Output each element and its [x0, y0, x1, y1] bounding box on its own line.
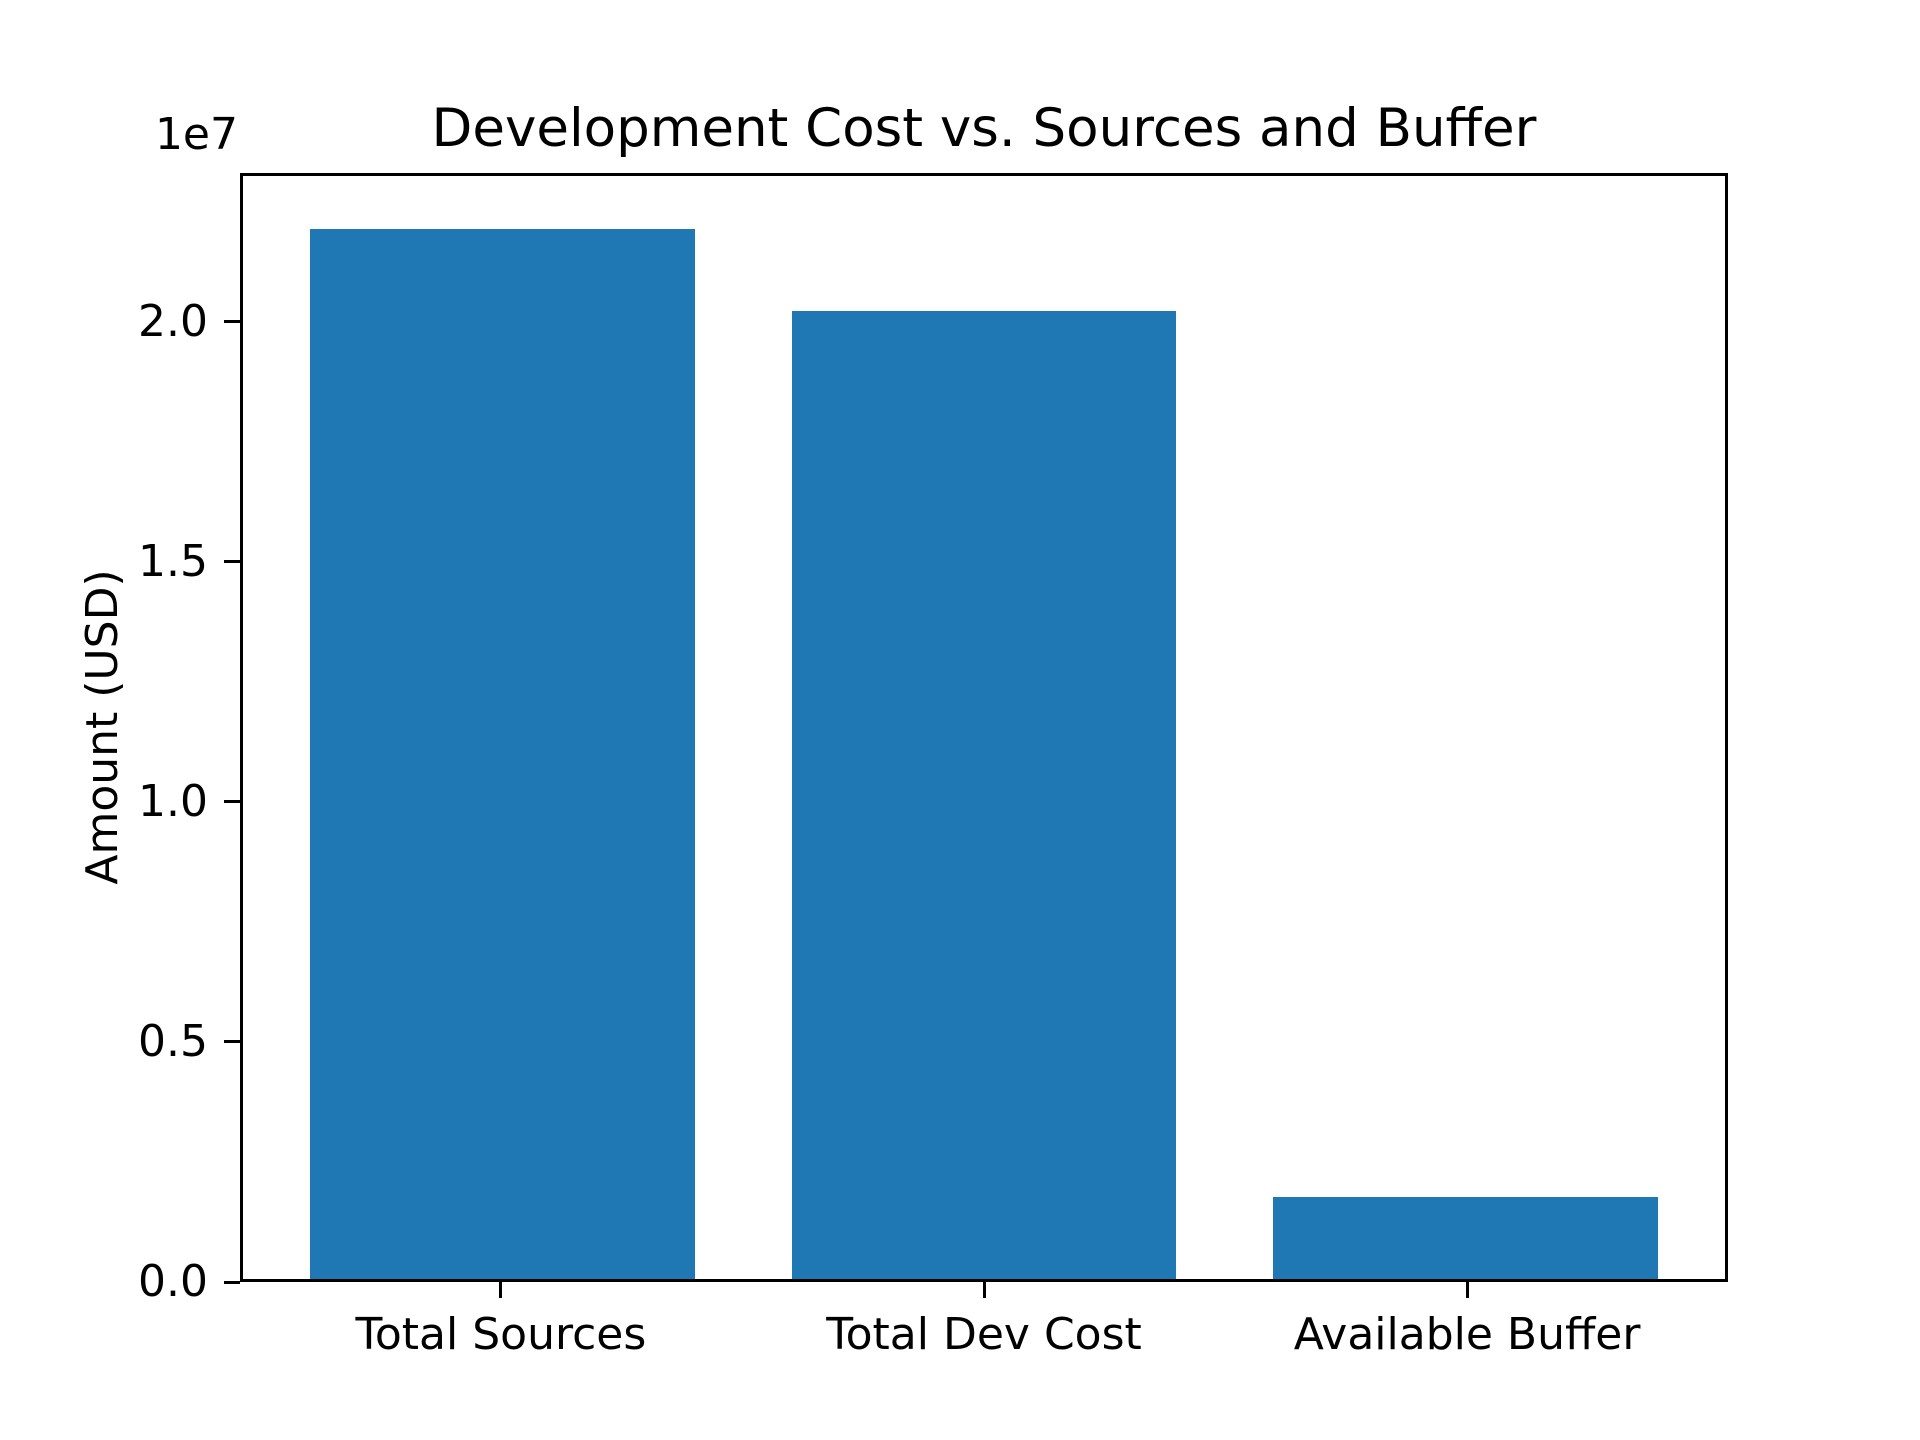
chart-title: Development Cost vs. Sources and Buffer [431, 98, 1537, 159]
y-axis-label: Amount (USD) [77, 569, 128, 885]
x-tick-label-total-dev-cost: Total Dev Cost [826, 1309, 1142, 1360]
x-tick-label-available-buffer: Available Buffer [1293, 1309, 1641, 1360]
plot-area [240, 173, 1728, 1282]
y-tick-label: 0.5 [138, 1015, 208, 1067]
y-axis-offset-label: 1e7 [154, 109, 238, 160]
x-tick-mark [1465, 1282, 1469, 1298]
bar-total-sources [310, 228, 696, 1279]
y-tick-label: 0.0 [138, 1256, 208, 1307]
y-tick-mark [224, 800, 240, 804]
y-tick-label: 1.5 [138, 535, 208, 587]
x-tick-label-total-sources: Total Sources [355, 1309, 647, 1360]
x-tick-mark [982, 1282, 986, 1298]
y-tick-label: 2.0 [138, 295, 208, 347]
y-tick-mark [224, 1040, 240, 1044]
y-tick-label: 1.0 [138, 775, 208, 827]
y-tick-mark [224, 1280, 240, 1284]
bar-total-dev-cost [791, 310, 1177, 1279]
bar-available-buffer [1272, 1196, 1658, 1279]
x-tick-mark [499, 1282, 503, 1298]
y-tick-mark [224, 560, 240, 564]
y-tick-mark [224, 320, 240, 324]
